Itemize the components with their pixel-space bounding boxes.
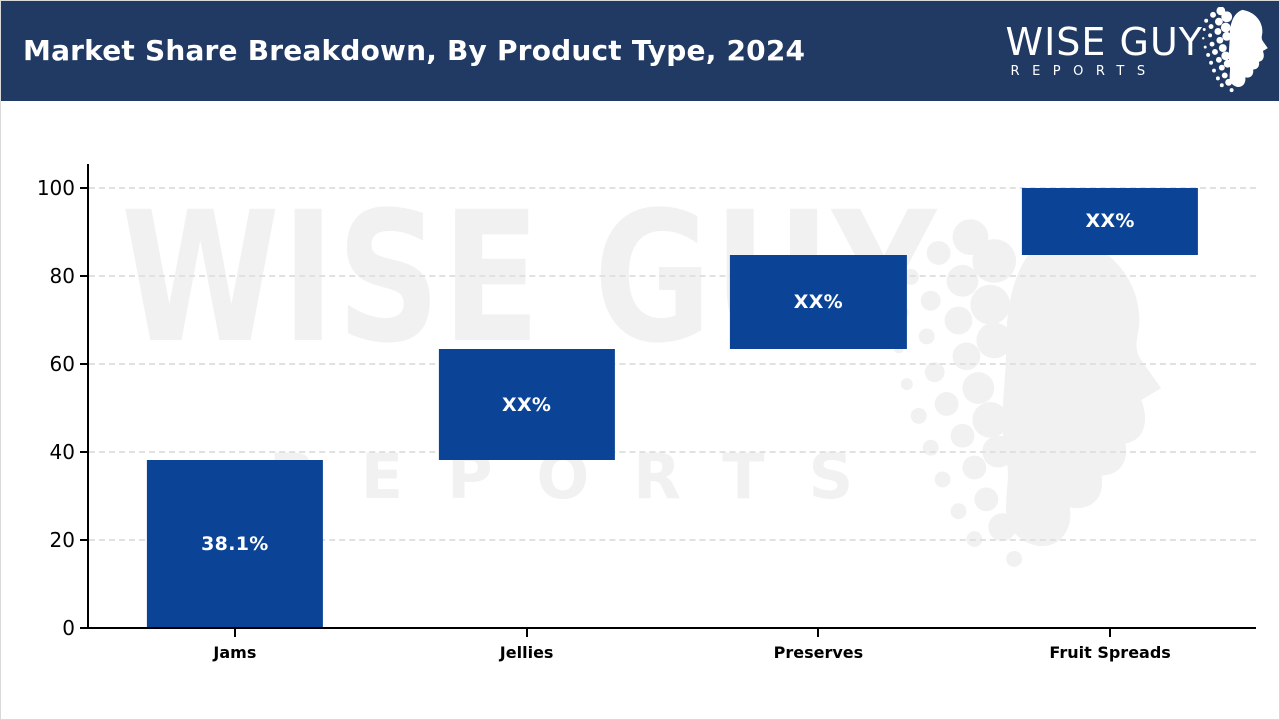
header-bar: Market Share Breakdown, By Product Type,… [1,1,1279,101]
bar-value-label: 38.1% [201,533,269,556]
plot-area: 38.1% XX% XX% XX% 0 20 40 60 80 100 Jams Jellies P… [37,164,1256,662]
y-tick-label-0: 0 [62,616,75,640]
x-axis-label-jellies: Jellies [499,643,554,662]
y-tick-mark-40 [80,451,89,453]
y-axis-ticks: 0 20 40 60 80 100 [37,166,1256,638]
bar-fruit-spreads: XX% [1022,188,1199,255]
x-tick-mark-preserves [817,628,820,637]
bar-value-label: XX% [793,290,843,313]
logo-text: WISE GUY REPORTS [1005,20,1203,79]
gridline-80 [89,275,1256,277]
y-tick-mark-80 [80,275,89,277]
logo-head-icon [1202,7,1268,93]
gridline-100 [89,187,1256,189]
x-axis-label-fruit-spreads: Fruit Spreads [1049,643,1171,662]
y-tick-label-40: 40 [49,440,75,464]
wise-guy-logo: WISE GUY REPORTS [1006,6,1273,96]
bar-preserves: XX% [730,254,907,349]
y-axis-line [87,164,89,628]
logo-subtext: REPORTS [1010,63,1158,79]
logo-wordmark: WISE GUY [1005,20,1203,65]
y-tick-mark-0 [80,627,89,629]
bar-jams: 38.1% [146,460,323,628]
gridlines-layer [89,166,1256,628]
gridline-40 [89,451,1256,453]
y-tick-label-80: 80 [49,264,75,288]
y-tick-mark-100 [80,187,89,189]
bars-layer: 38.1% XX% XX% XX% [89,166,1256,628]
x-tick-mark-fruit-spreads [1109,628,1112,637]
y-tick-label-60: 60 [49,352,75,376]
y-tick-mark-60 [80,363,89,365]
x-tick-mark-jams [233,628,236,637]
y-tick-mark-20 [80,539,89,541]
x-axis-line [87,627,1256,629]
bar-value-label: XX% [1085,210,1135,233]
gridline-60 [89,363,1256,365]
chart-title: Market Share Breakdown, By Product Type,… [23,34,806,67]
x-axis-label-preserves: Preserves [773,643,864,662]
y-tick-label-20: 20 [49,528,75,552]
x-tick-mark-jellies [525,628,528,637]
bar-value-label: XX% [501,393,552,416]
y-tick-label-100: 100 [36,176,75,200]
x-axis-label-jams: Jams [213,643,257,662]
gridline-20 [89,539,1256,541]
bar-jellies: XX% [438,348,615,461]
x-axis-ticks: Jams Jellies Preserves Fruit Spreads [89,166,1256,662]
